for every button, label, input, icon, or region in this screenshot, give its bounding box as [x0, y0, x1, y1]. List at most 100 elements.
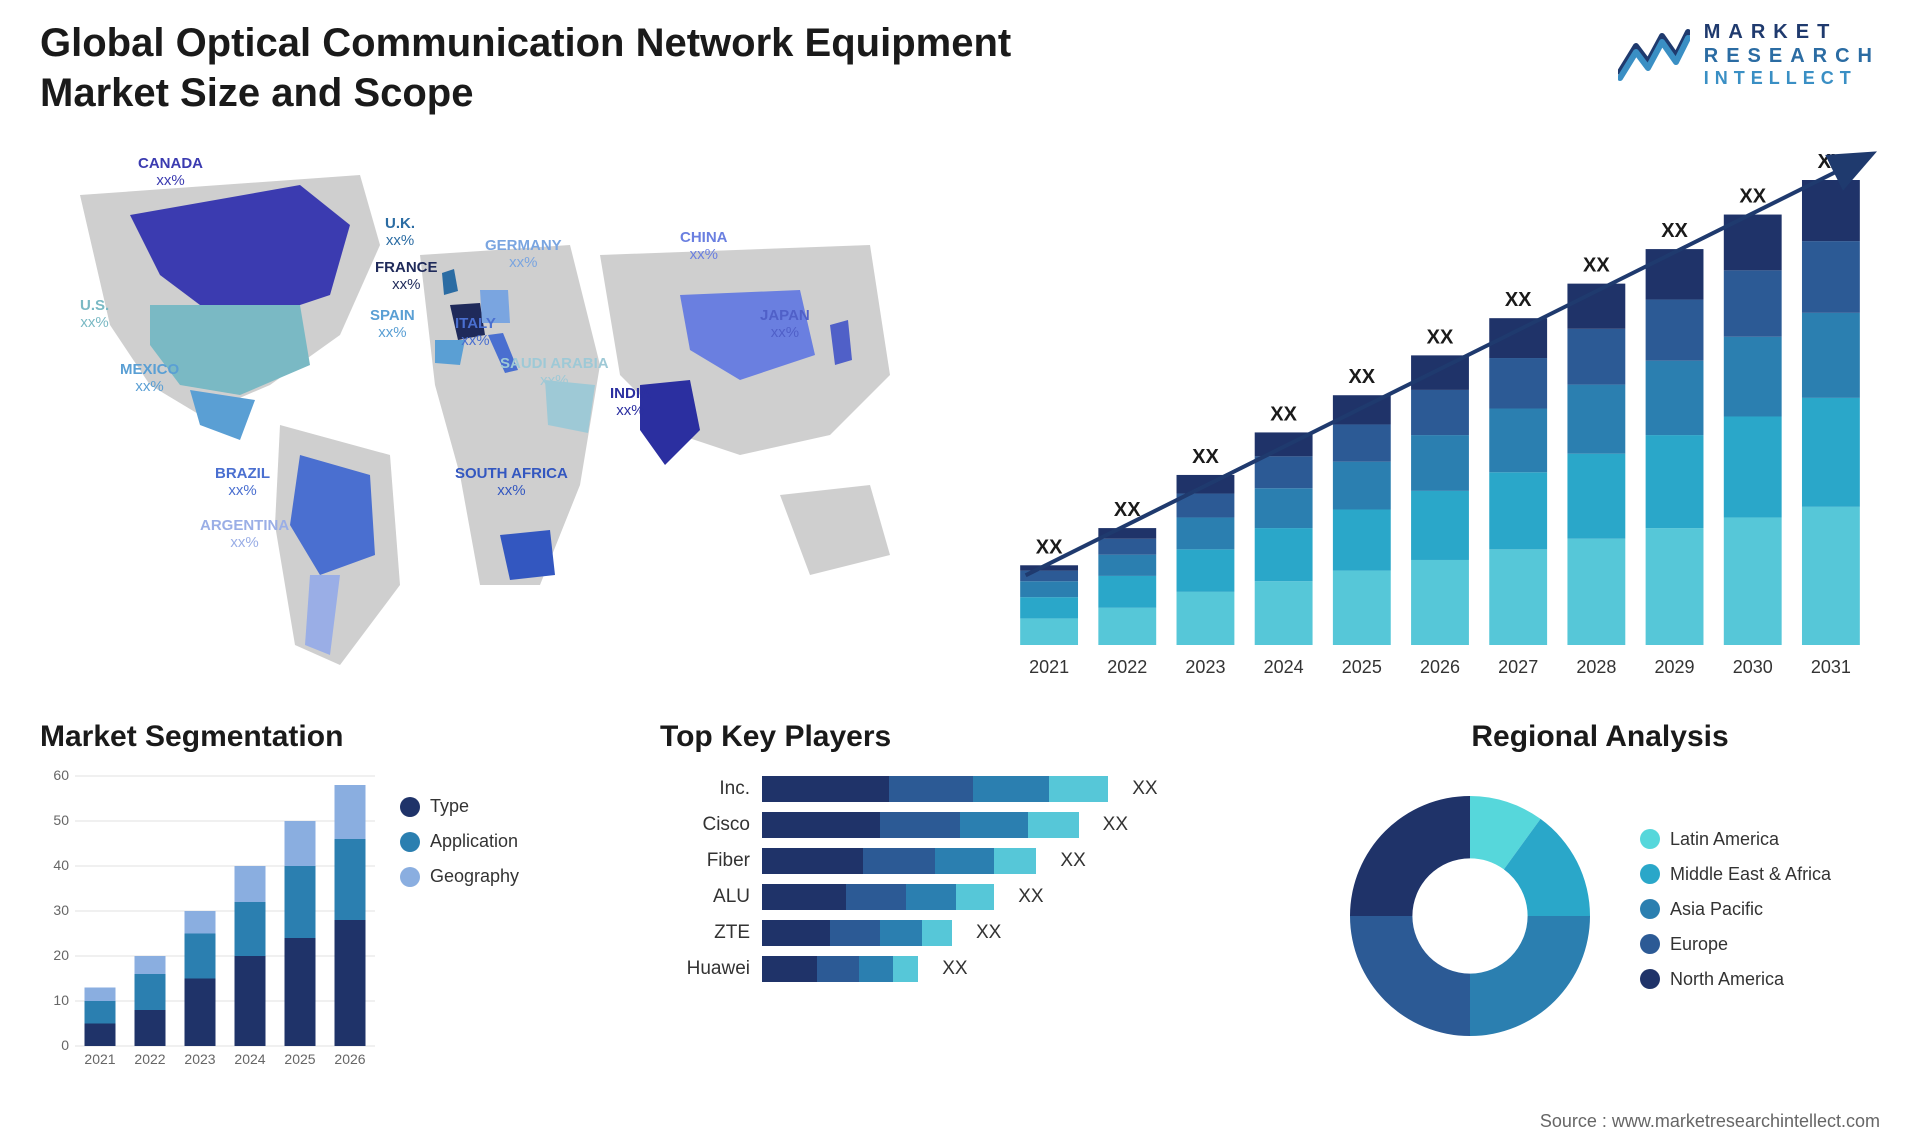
growth-bar: [1020, 581, 1078, 597]
seg-legend-item: Type: [400, 796, 519, 817]
growth-bar: [1098, 555, 1156, 576]
growth-bar-year: 2022: [1107, 657, 1147, 677]
donut-slice: [1470, 916, 1590, 1036]
segmentation-title: Market Segmentation: [40, 720, 600, 754]
player-bar-segment: [973, 776, 1049, 802]
player-bar-segment: [846, 884, 905, 910]
growth-bar: [1411, 390, 1469, 435]
growth-bar: [1255, 488, 1313, 528]
legend-swatch-icon: [400, 867, 420, 887]
player-bar-segment: [889, 776, 973, 802]
growth-bar: [1489, 358, 1547, 408]
growth-bar-year: 2024: [1264, 657, 1304, 677]
regional-legend-item: North America: [1640, 969, 1831, 990]
growth-bar-year: 2028: [1576, 657, 1616, 677]
seg-bar: [85, 988, 116, 1002]
growth-bar-year: 2025: [1342, 657, 1382, 677]
y-tick: 60: [53, 767, 69, 783]
segmentation-legend: TypeApplicationGeography: [400, 766, 519, 1076]
regional-legend-item: Middle East & Africa: [1640, 864, 1831, 885]
regional-donut-chart: [1320, 766, 1620, 1066]
growth-bar: [1489, 549, 1547, 645]
seg-bar: [185, 979, 216, 1047]
player-value: XX: [1018, 886, 1043, 908]
growth-bar-value: XX: [1348, 366, 1375, 388]
player-label: Inc.: [660, 778, 750, 800]
brand-line1: MARKET: [1704, 20, 1880, 44]
player-bar-segment: [922, 920, 952, 946]
growth-bar: [1646, 361, 1704, 435]
player-bar: [762, 884, 994, 910]
player-bar-segment: [762, 884, 846, 910]
seg-legend-label: Type: [430, 796, 469, 817]
growth-bar-year: 2021: [1029, 657, 1069, 677]
growth-bar-year: 2027: [1498, 657, 1538, 677]
growth-bar: [1255, 456, 1313, 488]
player-label: Cisco: [660, 814, 750, 836]
regional-legend-item: Latin America: [1640, 829, 1831, 850]
growth-bar: [1802, 507, 1860, 645]
legend-swatch-icon: [1640, 864, 1660, 884]
seg-year: 2023: [184, 1051, 215, 1067]
brand-line3: INTELLECT: [1704, 68, 1880, 90]
seg-bar: [135, 956, 166, 974]
legend-swatch-icon: [400, 797, 420, 817]
growth-bar-panel: XX2021XX2022XX2023XX2024XX2025XX2026XX20…: [990, 140, 1880, 695]
player-value: XX: [1103, 814, 1128, 836]
growth-bar: [1646, 435, 1704, 528]
seg-bar: [335, 920, 366, 1046]
growth-bar: [1489, 409, 1547, 473]
growth-bar: [1255, 581, 1313, 645]
legend-swatch-icon: [1640, 829, 1660, 849]
segmentation-chart: 0102030405060202120222023202420252026: [40, 766, 380, 1076]
player-row: HuaweiXX: [660, 956, 1260, 982]
seg-bar: [85, 1024, 116, 1047]
growth-bar-value: XX: [1739, 186, 1766, 208]
seg-year: 2021: [84, 1051, 115, 1067]
player-bar-segment: [762, 848, 863, 874]
player-bar-segment: [830, 920, 881, 946]
map-label-brazil: BRAZILxx%: [215, 465, 270, 500]
map-label-argentina: ARGENTINAxx%: [200, 517, 289, 552]
map-label-japan: JAPANxx%: [760, 307, 810, 342]
seg-bar: [235, 902, 266, 956]
y-tick: 40: [53, 857, 69, 873]
growth-bar: [1098, 608, 1156, 645]
map-label-china: CHINAxx%: [680, 229, 728, 264]
growth-bar: [1646, 300, 1704, 361]
growth-bar-value: XX: [1661, 220, 1688, 242]
seg-bar: [235, 956, 266, 1046]
growth-bar: [1646, 528, 1704, 645]
seg-bar: [285, 821, 316, 866]
growth-bar: [1411, 560, 1469, 645]
growth-bar: [1020, 597, 1078, 618]
y-tick: 50: [53, 812, 69, 828]
seg-year: 2025: [284, 1051, 315, 1067]
growth-bar: [1724, 337, 1782, 417]
seg-bar: [285, 938, 316, 1046]
player-bar-segment: [880, 920, 922, 946]
growth-bar: [1802, 398, 1860, 507]
growth-bar: [1098, 576, 1156, 608]
seg-year: 2024: [234, 1051, 265, 1067]
growth-bar: [1177, 592, 1235, 645]
growth-bar: [1020, 565, 1078, 570]
growth-bar-year: 2026: [1420, 657, 1460, 677]
map-label-mexico: MEXICOxx%: [120, 361, 179, 396]
players-panel: Top Key Players Inc.XXCiscoXXFiberXXALUX…: [660, 720, 1260, 1100]
growth-bar: [1567, 539, 1625, 645]
y-tick: 10: [53, 992, 69, 1008]
world-map: [40, 155, 940, 685]
growth-bar-value: XX: [1427, 326, 1454, 348]
player-bar-segment: [956, 884, 994, 910]
growth-bar-year: 2029: [1655, 657, 1695, 677]
regional-legend-label: Europe: [1670, 934, 1728, 955]
growth-bar: [1411, 491, 1469, 560]
player-bar-segment: [859, 956, 893, 982]
player-bar-segment: [906, 884, 957, 910]
growth-bar: [1333, 424, 1391, 461]
player-bar-segment: [935, 848, 994, 874]
map-label-italy: ITALYxx%: [455, 315, 496, 350]
seg-legend-label: Geography: [430, 866, 519, 887]
segmentation-panel: Market Segmentation 01020304050602021202…: [40, 720, 600, 1100]
